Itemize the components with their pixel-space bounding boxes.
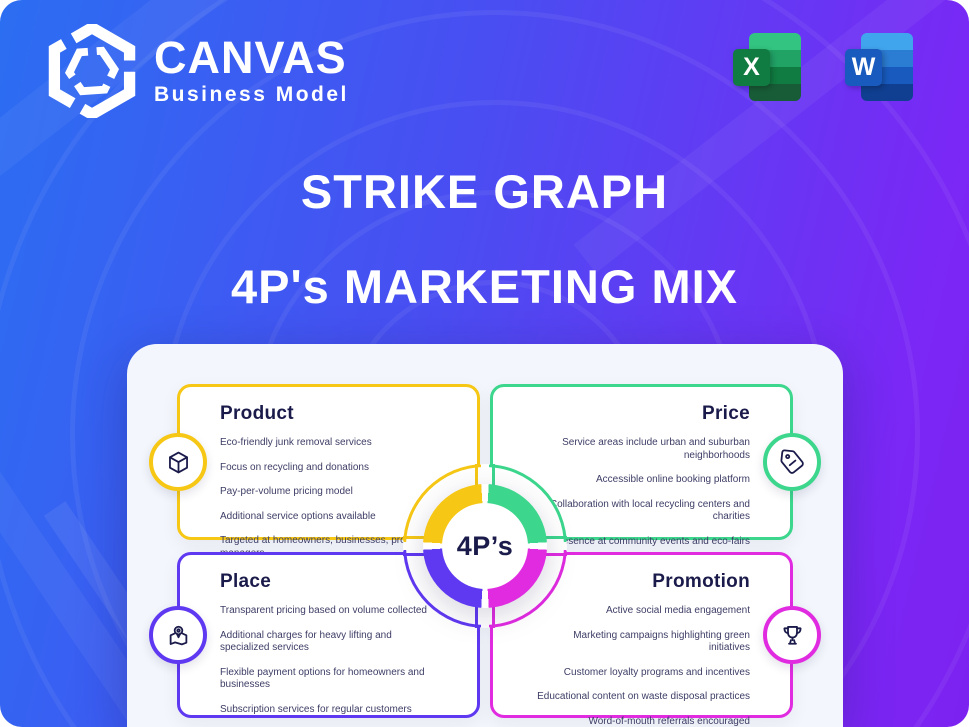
brand: CANVAS Business Model [44,24,349,118]
brand-name: CANVAS [154,32,347,83]
list-item: Word-of-mouth referrals encouraged [588,715,750,727]
hub-connector [475,605,478,628]
hub-connector [492,464,495,487]
list-item: Collaboration with local recycling cente… [549,498,750,523]
excel-icon[interactable]: X [733,33,801,101]
place-list: Transparent pricing based on volume coll… [220,605,437,727]
word-icon[interactable]: W [845,33,913,101]
list-item: Pay-per-volume pricing model [220,486,353,497]
list-item: Educational content on waste disposal pr… [537,691,750,702]
list-item: Customer loyalty programs and incentives [563,666,750,678]
hub-connector [403,553,426,556]
promotion-badge [763,606,821,664]
canvas-hexagon-logo-icon [48,24,136,118]
marketing-mix-panel: Product Eco-friendly junk removal servic… [127,344,843,727]
list-item: Additional service options available [220,510,376,522]
price-title: Price [702,403,750,424]
page-subtitle: 4P's MARKETING MIX [230,259,739,313]
list-item: Presence at community events and eco-fai… [552,535,750,547]
list-item: Service areas include urban and suburban… [562,437,750,461]
brand-text: CANVAS Business Model [154,35,349,107]
titles: STRIKE GRAPH 4P's MARKETING MIX [0,166,969,312]
hub-connector [492,605,495,628]
brand-tagline: Business Model [154,83,349,106]
map-pin-icon [169,625,187,645]
place-card: Place Transparent pricing based on volum… [149,552,480,718]
price-tag-icon [780,448,804,474]
product-badge [149,433,207,491]
hub-label: 4P’s [442,503,528,589]
price-badge [763,433,821,491]
word-letter-tile: W [845,49,882,86]
list-item: Subscription services for regular custom… [220,703,412,715]
excel-letter-tile: X [733,49,770,86]
center-hub: 4P’s [403,464,567,628]
trophy-icon [783,625,801,645]
list-item: Transparent pricing based on volume coll… [220,605,427,616]
list-item: Flexible payment options for homeowners … [220,666,425,691]
list-item: Marketing campaigns highlighting green i… [573,629,750,654]
office-file-badges: X W [733,33,913,101]
list-item: Eco-friendly junk removal services [220,437,372,448]
place-title: Place [220,571,272,592]
hub-connector [403,536,426,539]
hub-connector [544,553,567,556]
promotion-title: Promotion [652,571,750,592]
list-item: Active social media engagement [606,605,750,616]
product-title: Product [220,403,294,424]
page-title: STRIKE GRAPH [300,165,669,218]
list-item: Additional charges for heavy lifting and… [220,629,392,654]
place-badge [149,606,207,664]
list-item: Accessible online booking platform [596,474,750,485]
list-item: Focus on recycling and donations [220,461,369,473]
header: CANVAS Business Model X W [0,0,969,130]
cube-icon [168,451,188,473]
promotion-list: Active social media engagement Marketing… [533,605,750,727]
hub-connector [475,464,478,487]
hub-connector [544,536,567,539]
